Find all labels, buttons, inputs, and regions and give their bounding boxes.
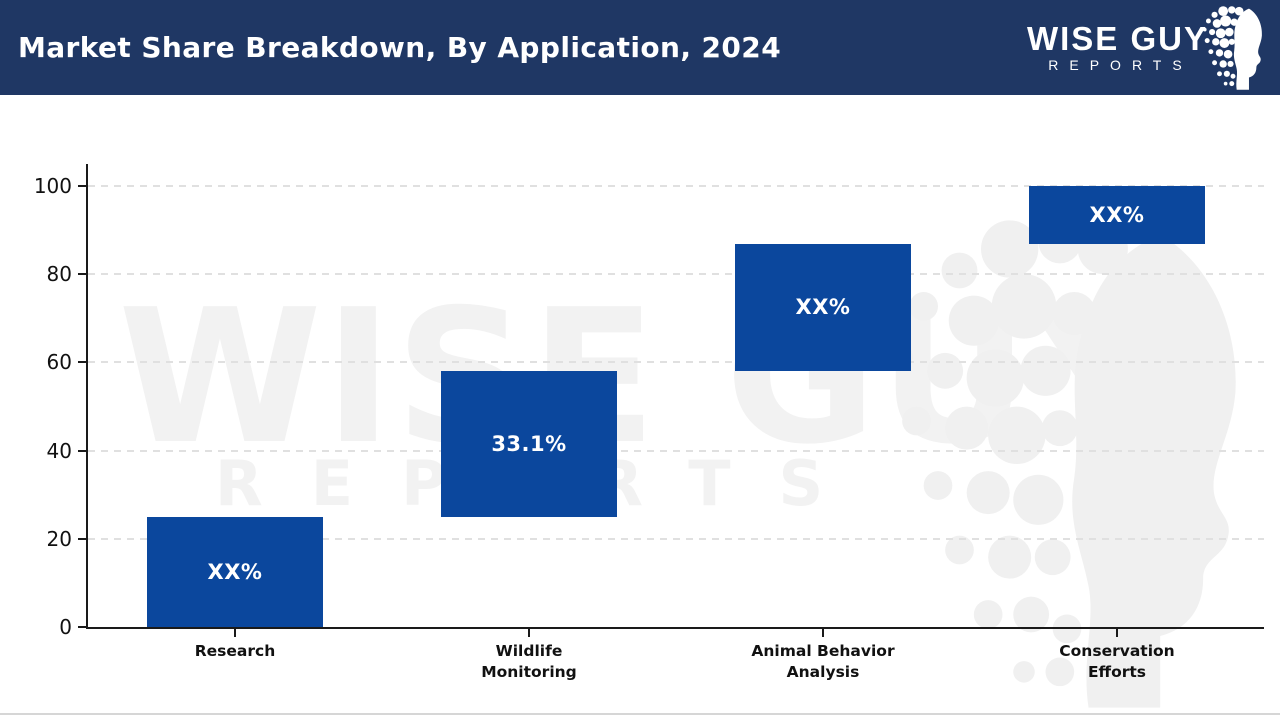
ytick-label-60: 60 bbox=[46, 350, 72, 375]
wiseguy-logo-line1: WISE GUY bbox=[1026, 19, 1208, 57]
ytick-mark-20 bbox=[78, 537, 88, 540]
xtick-mark-wildlife-monitoring bbox=[528, 629, 530, 637]
bar-label-conservation-efforts: XX% bbox=[1089, 202, 1145, 227]
bar-research: XX% bbox=[147, 516, 323, 627]
gridline-40 bbox=[88, 449, 1264, 452]
ytick-label-80: 80 bbox=[46, 262, 72, 287]
bar-label-animal-behavior-analysis: XX% bbox=[795, 295, 851, 320]
wiseguy-logo-line2: REPORTS bbox=[1048, 56, 1193, 73]
xtick-label-line: Conservation bbox=[1059, 642, 1175, 660]
wiseguy-logo-text: WISE GUY REPORTS bbox=[1026, 19, 1208, 74]
gridline-80 bbox=[88, 273, 1264, 276]
xtick-label-line: Monitoring bbox=[481, 663, 577, 681]
page-title: Market Share Breakdown, By Application, … bbox=[18, 31, 782, 64]
ytick-label-20: 20 bbox=[46, 526, 72, 551]
xtick-label-line: Research bbox=[194, 642, 276, 660]
xtick-label-conservation-efforts: Conservation Efforts bbox=[977, 641, 1257, 683]
x-axis-line bbox=[86, 627, 1264, 629]
gridline-60 bbox=[88, 361, 1264, 364]
ytick-mark-40 bbox=[78, 449, 88, 452]
xtick-label-line: Efforts bbox=[1087, 663, 1147, 681]
bottom-border-line bbox=[0, 713, 1280, 715]
xtick-label-line: Wildlife bbox=[495, 642, 563, 660]
header: Market Share Breakdown, By Application, … bbox=[0, 0, 1280, 95]
xtick-label-line: Analysis bbox=[786, 663, 860, 681]
xtick-mark-animal-behavior-analysis bbox=[822, 629, 824, 637]
xtick-mark-research bbox=[234, 629, 236, 637]
y-axis-line bbox=[86, 164, 88, 629]
ytick-mark-80 bbox=[78, 273, 88, 276]
xtick-label-animal-behavior-analysis: Animal Behavior Analysis bbox=[683, 641, 963, 683]
ytick-label-40: 40 bbox=[46, 438, 72, 463]
xtick-label-wildlife-monitoring: Wildlife Monitoring bbox=[389, 641, 669, 683]
bar-label-research: XX% bbox=[207, 559, 263, 584]
xtick-label-research: Research bbox=[95, 641, 375, 662]
wiseguy-logo: WISE GUY REPORTS bbox=[1027, 5, 1270, 91]
ytick-mark-0 bbox=[78, 626, 88, 628]
bar-animal-behavior-analysis: XX% bbox=[735, 243, 911, 371]
xtick-mark-conservation-efforts bbox=[1116, 629, 1118, 637]
bar-label-wildlife-monitoring: 33.1% bbox=[491, 431, 567, 456]
bar-wildlife-monitoring: 33.1% bbox=[441, 370, 617, 517]
gridline-20 bbox=[88, 537, 1264, 540]
wiseguy-face-logo-icon bbox=[1202, 5, 1262, 90]
gridline-100 bbox=[88, 185, 1264, 187]
ytick-label-100: 100 bbox=[33, 174, 72, 198]
bar-conservation-efforts: XX% bbox=[1029, 186, 1205, 244]
ytick-mark-100 bbox=[78, 185, 88, 187]
ytick-mark-60 bbox=[78, 361, 88, 364]
ytick-label-0: 0 bbox=[59, 615, 72, 639]
xtick-label-line: Animal Behavior bbox=[751, 642, 895, 660]
